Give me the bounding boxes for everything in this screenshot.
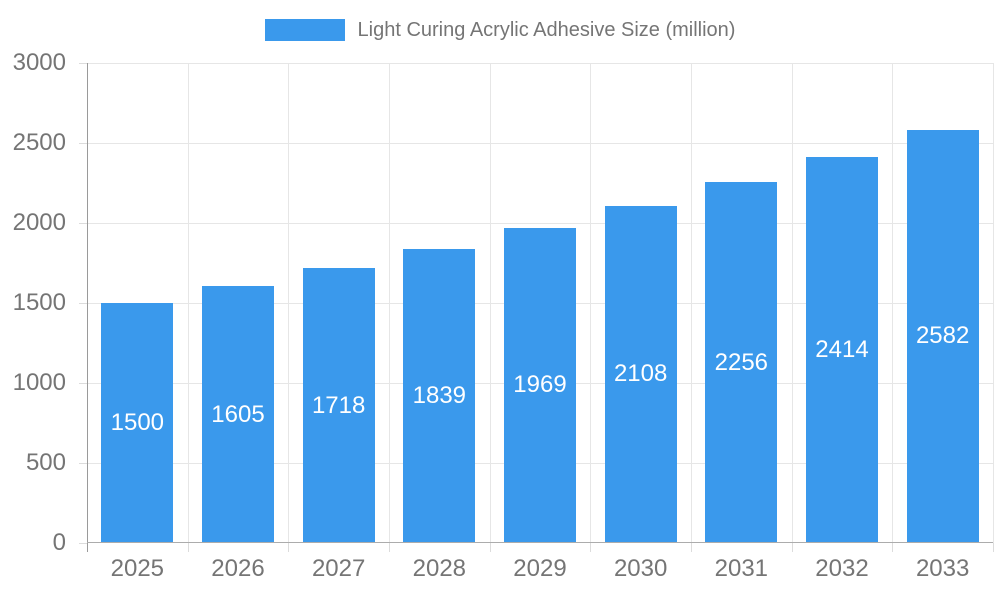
v-gridline [288, 63, 290, 543]
legend-swatch [264, 19, 345, 41]
v-gridline [389, 63, 390, 543]
bar[interactable]: 2108 [604, 205, 677, 543]
bar[interactable]: 1839 [403, 248, 476, 543]
x-axis-tick [389, 543, 390, 552]
bar[interactable]: 1500 [101, 303, 174, 543]
bar-value-label: 1605 [211, 400, 265, 428]
y-axis-tick-label: 2500 [12, 129, 66, 156]
bar-value-label: 2582 [915, 322, 970, 350]
x-axis-line [87, 542, 993, 543]
x-axis-tick [993, 543, 994, 552]
x-axis-tick-label: 2030 [613, 555, 668, 582]
bar[interactable]: 2582 [906, 129, 979, 543]
plot-area: 1500 1605 1718 1839 1969 2108 2256 2414 2582 [79, 63, 994, 552]
v-gridline [892, 63, 894, 543]
x-axis-tick-label: 2029 [513, 555, 567, 582]
x-axis-tick-label: 2026 [211, 555, 265, 582]
v-gridline [489, 63, 491, 543]
y-axis-tick [79, 143, 87, 144]
x-axis-tick [489, 543, 491, 552]
y-axis-tick [79, 543, 87, 544]
x-axis-tick-label: 2033 [915, 555, 970, 582]
y-axis-tick-label: 500 [25, 449, 66, 476]
y-axis-tick-label: 2000 [12, 209, 66, 236]
h-gridline [87, 223, 993, 224]
x-axis-tick [791, 543, 793, 552]
bar[interactable]: 1718 [302, 268, 375, 543]
x-axis-tick-label: 2025 [110, 555, 165, 582]
y-axis-tick-label: 3000 [12, 49, 66, 76]
bar[interactable]: 1605 [202, 286, 274, 543]
y-axis-tick [79, 383, 87, 384]
legend[interactable]: Light Curing Acrylic Adhesive Size (mill… [0, 19, 1000, 41]
y-axis-tick [79, 463, 87, 464]
y-axis-tick [79, 223, 87, 224]
x-axis-tick [187, 543, 189, 552]
bar-value-label: 1969 [513, 371, 567, 399]
v-gridline [791, 63, 793, 543]
x-axis-tick-label: 2031 [714, 555, 769, 582]
bar-value-label: 2414 [815, 335, 869, 363]
y-axis-tick-label: 0 [52, 529, 66, 556]
x-axis-tick-label: 2027 [311, 555, 366, 582]
x-axis-tick [892, 543, 894, 552]
x-axis-tick [691, 543, 692, 552]
y-axis-tick-label: 1500 [12, 289, 66, 316]
bar[interactable]: 2414 [806, 156, 878, 543]
v-gridline [691, 63, 692, 543]
h-gridline [87, 63, 993, 64]
x-axis-tick-label: 2028 [412, 555, 467, 582]
bar-value-label: 1839 [412, 381, 467, 409]
v-gridline [590, 63, 592, 543]
v-gridline [187, 63, 189, 543]
y-axis-tick-label: 1000 [12, 369, 66, 396]
y-axis-tick [79, 63, 87, 64]
x-axis-tick-label: 2032 [815, 555, 869, 582]
x-axis-tick [288, 543, 290, 552]
legend-label: Light Curing Acrylic Adhesive Size (mill… [357, 19, 736, 41]
v-gridline [993, 63, 994, 543]
bar-value-label: 2108 [613, 360, 668, 388]
y-axis-line [87, 63, 88, 552]
bar[interactable]: 2256 [705, 182, 778, 543]
bar-value-label: 2256 [714, 348, 769, 376]
bar-value-label: 1500 [110, 409, 165, 436]
h-gridline [87, 143, 993, 144]
bar-value-label: 1718 [311, 391, 366, 419]
y-axis-tick [79, 303, 87, 304]
bar[interactable]: 1969 [504, 227, 576, 543]
x-axis-tick [590, 543, 592, 552]
